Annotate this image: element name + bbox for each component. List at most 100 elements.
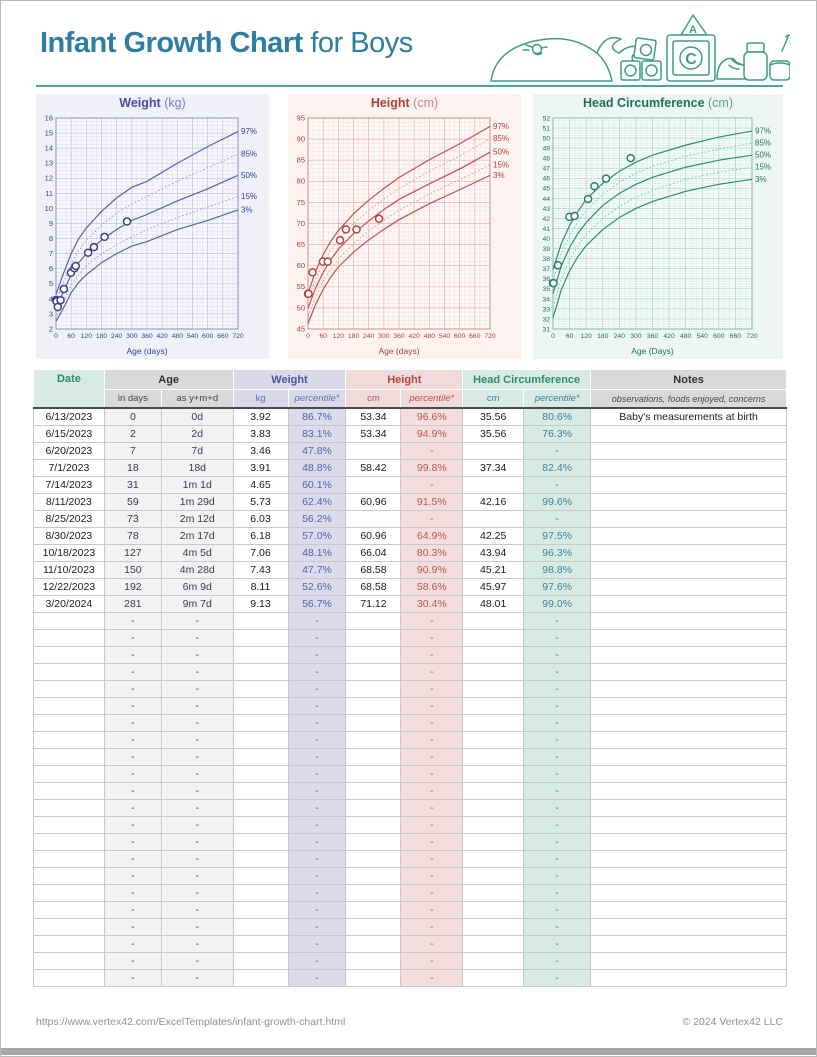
weight-percentile-cell: 48.8% <box>287 459 347 477</box>
col-header-head-circumference: Head Circumference <box>462 369 592 390</box>
notes-cell <box>590 425 787 443</box>
height-percentile-cell: - <box>400 850 464 868</box>
age-days-cell: - <box>103 935 163 953</box>
table-row: 8/30/2023 78 2m 17d 6.18 57.0% 60.96 64.9% 42.2… <box>33 527 787 545</box>
svg-text:9: 9 <box>49 219 53 228</box>
height-percentile-cell: 91.5% <box>400 493 464 511</box>
head-percentile-cell: - <box>523 697 592 715</box>
svg-text:37: 37 <box>542 266 550 273</box>
head-percentile-cell: 99.0% <box>523 595 592 613</box>
notes-cell <box>590 850 787 868</box>
svg-text:16: 16 <box>45 113 53 122</box>
svg-text:97%: 97% <box>493 122 509 131</box>
notes-cell <box>590 697 787 715</box>
age-ymd-cell: 4m 5d <box>161 544 234 562</box>
weight-kg-cell: 8.11 <box>232 578 289 596</box>
svg-text:44: 44 <box>542 196 550 203</box>
weight-kg-cell <box>232 918 289 936</box>
date-cell <box>33 680 105 698</box>
height-cm-cell: 66.04 <box>345 544 402 562</box>
table-row: 10/18/2023 127 4m 5d 7.06 48.1% 66.04 80.3% 43.… <box>33 544 787 562</box>
head-cm-cell <box>462 935 525 953</box>
height-percentile-cell: - <box>400 714 464 732</box>
date-cell: 6/15/2023 <box>33 425 105 443</box>
table-row: ----- <box>33 935 787 953</box>
age-days-cell: - <box>103 714 163 732</box>
date-cell <box>33 867 105 885</box>
svg-text:45: 45 <box>297 324 305 333</box>
age-days-cell: 150 <box>103 561 163 579</box>
svg-text:540: 540 <box>187 333 199 340</box>
head-cm-cell <box>462 867 525 885</box>
weight-kg-cell: 3.91 <box>232 459 289 477</box>
table-row: ----- <box>33 765 787 783</box>
head-cm-cell <box>462 680 525 698</box>
height-percentile-cell: - <box>400 969 464 987</box>
svg-text:300: 300 <box>378 333 390 340</box>
svg-text:50: 50 <box>542 136 550 143</box>
height-cm-cell <box>345 697 402 715</box>
height-cm-cell <box>345 612 402 630</box>
head-percentile-cell: - <box>523 731 592 749</box>
weight-percentile-cell: 83.1% <box>287 425 347 443</box>
date-cell <box>33 782 105 800</box>
height-cm-cell <box>345 952 402 970</box>
svg-text:600: 600 <box>454 333 466 340</box>
weight-chart: 0 60 120 180 240 300 360 420 480 540 600 660 720 2 3 4 5… <box>36 94 269 359</box>
weight-kg-cell <box>232 816 289 834</box>
height-percentile-cell: - <box>400 867 464 885</box>
table-row: ----- <box>33 799 787 817</box>
svg-text:480: 480 <box>680 333 692 340</box>
weight-percentile-cell: 56.2% <box>287 510 347 528</box>
footer-url[interactable]: https://www.vertex42.com/ExcelTemplates/… <box>36 1016 346 1028</box>
height-cm-cell: 53.34 <box>345 425 402 443</box>
age-days-cell: 2 <box>103 425 163 443</box>
svg-text:540: 540 <box>697 333 709 340</box>
weight-kg-cell <box>232 646 289 664</box>
weight-kg-cell: 5.73 <box>232 493 289 511</box>
weight-kg-cell <box>232 935 289 953</box>
age-days-cell: - <box>103 969 163 987</box>
svg-text:660: 660 <box>730 333 742 340</box>
weight-kg-cell: 4.65 <box>232 476 289 494</box>
svg-text:300: 300 <box>126 333 138 340</box>
height-percentile-cell: - <box>400 901 464 919</box>
head-cm-cell <box>462 612 525 630</box>
height-cm-cell <box>345 867 402 885</box>
head-percentile-cell: - <box>523 884 592 902</box>
jar-icon <box>769 60 790 81</box>
date-cell: 6/13/2023 <box>33 407 105 426</box>
date-cell <box>33 901 105 919</box>
height-cm-cell: 68.58 <box>345 561 402 579</box>
age-ymd-cell: - <box>161 629 234 647</box>
svg-text:15: 15 <box>45 128 53 137</box>
svg-text:36: 36 <box>542 276 550 283</box>
notes-cell <box>590 561 787 579</box>
svg-text:420: 420 <box>663 333 675 340</box>
notes-cell <box>590 799 787 817</box>
age-ymd-cell: - <box>161 680 234 698</box>
col-subheader-height-percentile: percentile* <box>400 389 464 409</box>
notes-cell <box>590 527 787 545</box>
age-days-cell: - <box>103 612 163 630</box>
date-cell <box>33 714 105 732</box>
height-chart: 0 60 120 180 240 300 360 420 480 540 600 660 720 45 50… <box>288 94 521 359</box>
height-percentile-cell: - <box>400 765 464 783</box>
svg-text:180: 180 <box>96 333 108 340</box>
weight-percentile-cell: - <box>287 850 347 868</box>
height-percentile-cell: 58.6% <box>400 578 464 596</box>
head-percentile-cell: - <box>523 918 592 936</box>
date-cell <box>33 935 105 953</box>
svg-text:2: 2 <box>49 324 53 333</box>
table-row: ----- <box>33 952 787 970</box>
table-row: ----- <box>33 901 787 919</box>
height-cm-cell <box>345 884 402 902</box>
col-header-height: Height <box>345 369 464 390</box>
svg-text:35: 35 <box>542 286 550 293</box>
height-percentile-cell: 90.9% <box>400 561 464 579</box>
weight-kg-cell <box>232 782 289 800</box>
col-header-age: Age <box>103 369 234 390</box>
svg-text:3%: 3% <box>241 205 253 214</box>
date-cell: 8/30/2023 <box>33 527 105 545</box>
weight-kg-cell <box>232 850 289 868</box>
